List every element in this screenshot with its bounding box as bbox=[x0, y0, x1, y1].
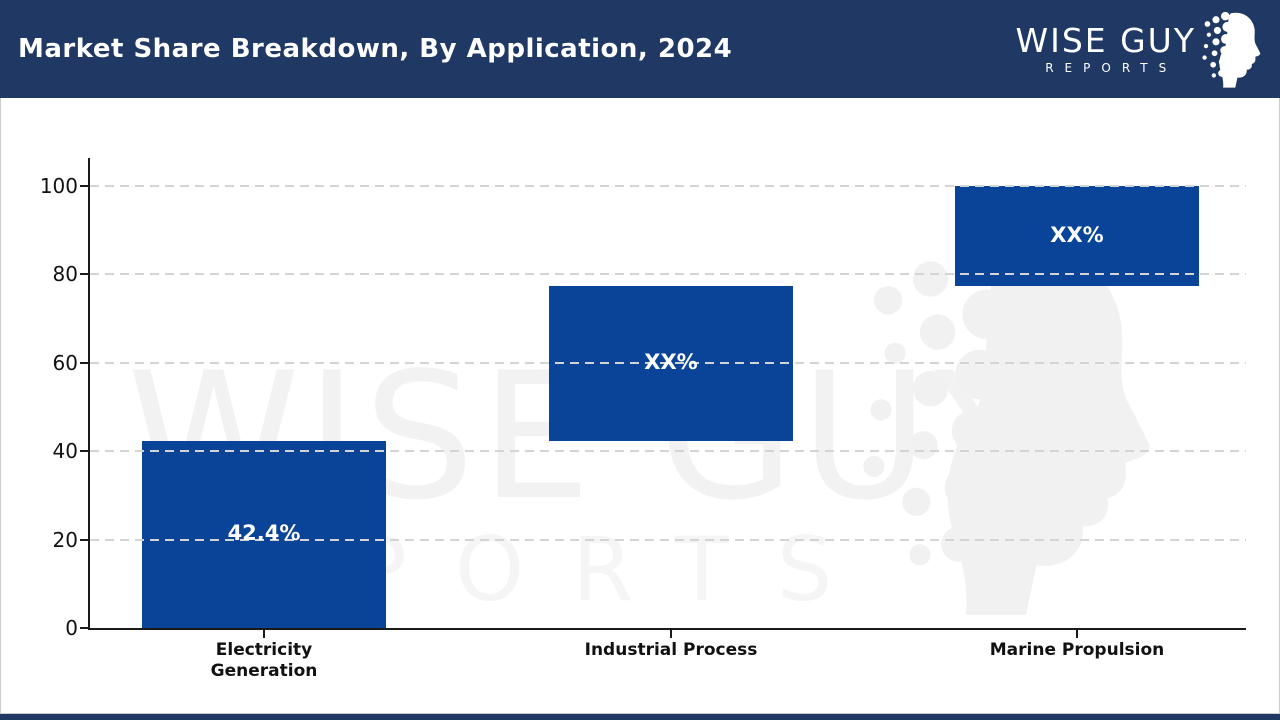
gridline bbox=[90, 450, 1246, 453]
bar-value-label: 42.4% bbox=[227, 521, 301, 546]
y-tick-label: 20 bbox=[52, 527, 78, 552]
x-axis-line bbox=[88, 628, 1246, 630]
gridline bbox=[90, 185, 1246, 187]
x-tick-mark bbox=[670, 630, 672, 638]
bar-segment bbox=[142, 440, 386, 628]
x-tick-mark bbox=[1076, 630, 1078, 638]
footer-bar bbox=[0, 714, 1280, 720]
dotted-head-icon bbox=[1190, 9, 1262, 89]
category-label: Industrial Process bbox=[584, 640, 758, 660]
y-tick-label: 80 bbox=[52, 262, 78, 287]
y-tick-mark bbox=[80, 273, 89, 276]
y-tick-mark bbox=[80, 361, 89, 364]
y-tick-label: 100 bbox=[39, 174, 78, 198]
y-axis-line bbox=[88, 158, 90, 630]
y-tick-label: 60 bbox=[52, 350, 78, 375]
x-tick-mark bbox=[263, 630, 265, 638]
bar-segment bbox=[955, 186, 1199, 286]
y-tick-mark bbox=[80, 627, 89, 629]
logo-wordmark: WISE GUY bbox=[1015, 20, 1196, 60]
category-label: Marine Propulsion bbox=[989, 640, 1165, 660]
bar-value-label: XX% bbox=[1050, 222, 1104, 247]
y-tick-label: 40 bbox=[52, 439, 78, 464]
logo-text: WISE GUY REPORTS bbox=[1015, 20, 1196, 75]
gridline bbox=[90, 361, 1246, 364]
gridline bbox=[90, 273, 1246, 276]
y-tick-mark bbox=[80, 185, 89, 187]
gridline bbox=[90, 538, 1246, 541]
y-tick-label: 0 bbox=[65, 616, 78, 640]
logo-subtext: REPORTS bbox=[1045, 60, 1178, 75]
bar-value-label: XX% bbox=[644, 350, 698, 375]
category-label: Electricity Generation bbox=[210, 640, 318, 681]
header-bar: Market Share Breakdown, By Application, … bbox=[0, 0, 1280, 98]
y-tick-mark bbox=[80, 450, 89, 453]
chart-title: Market Share Breakdown, By Application, … bbox=[18, 34, 733, 64]
y-tick-mark bbox=[80, 538, 89, 541]
wise-guy-logo: WISE GUY REPORTS bbox=[1015, 9, 1262, 89]
